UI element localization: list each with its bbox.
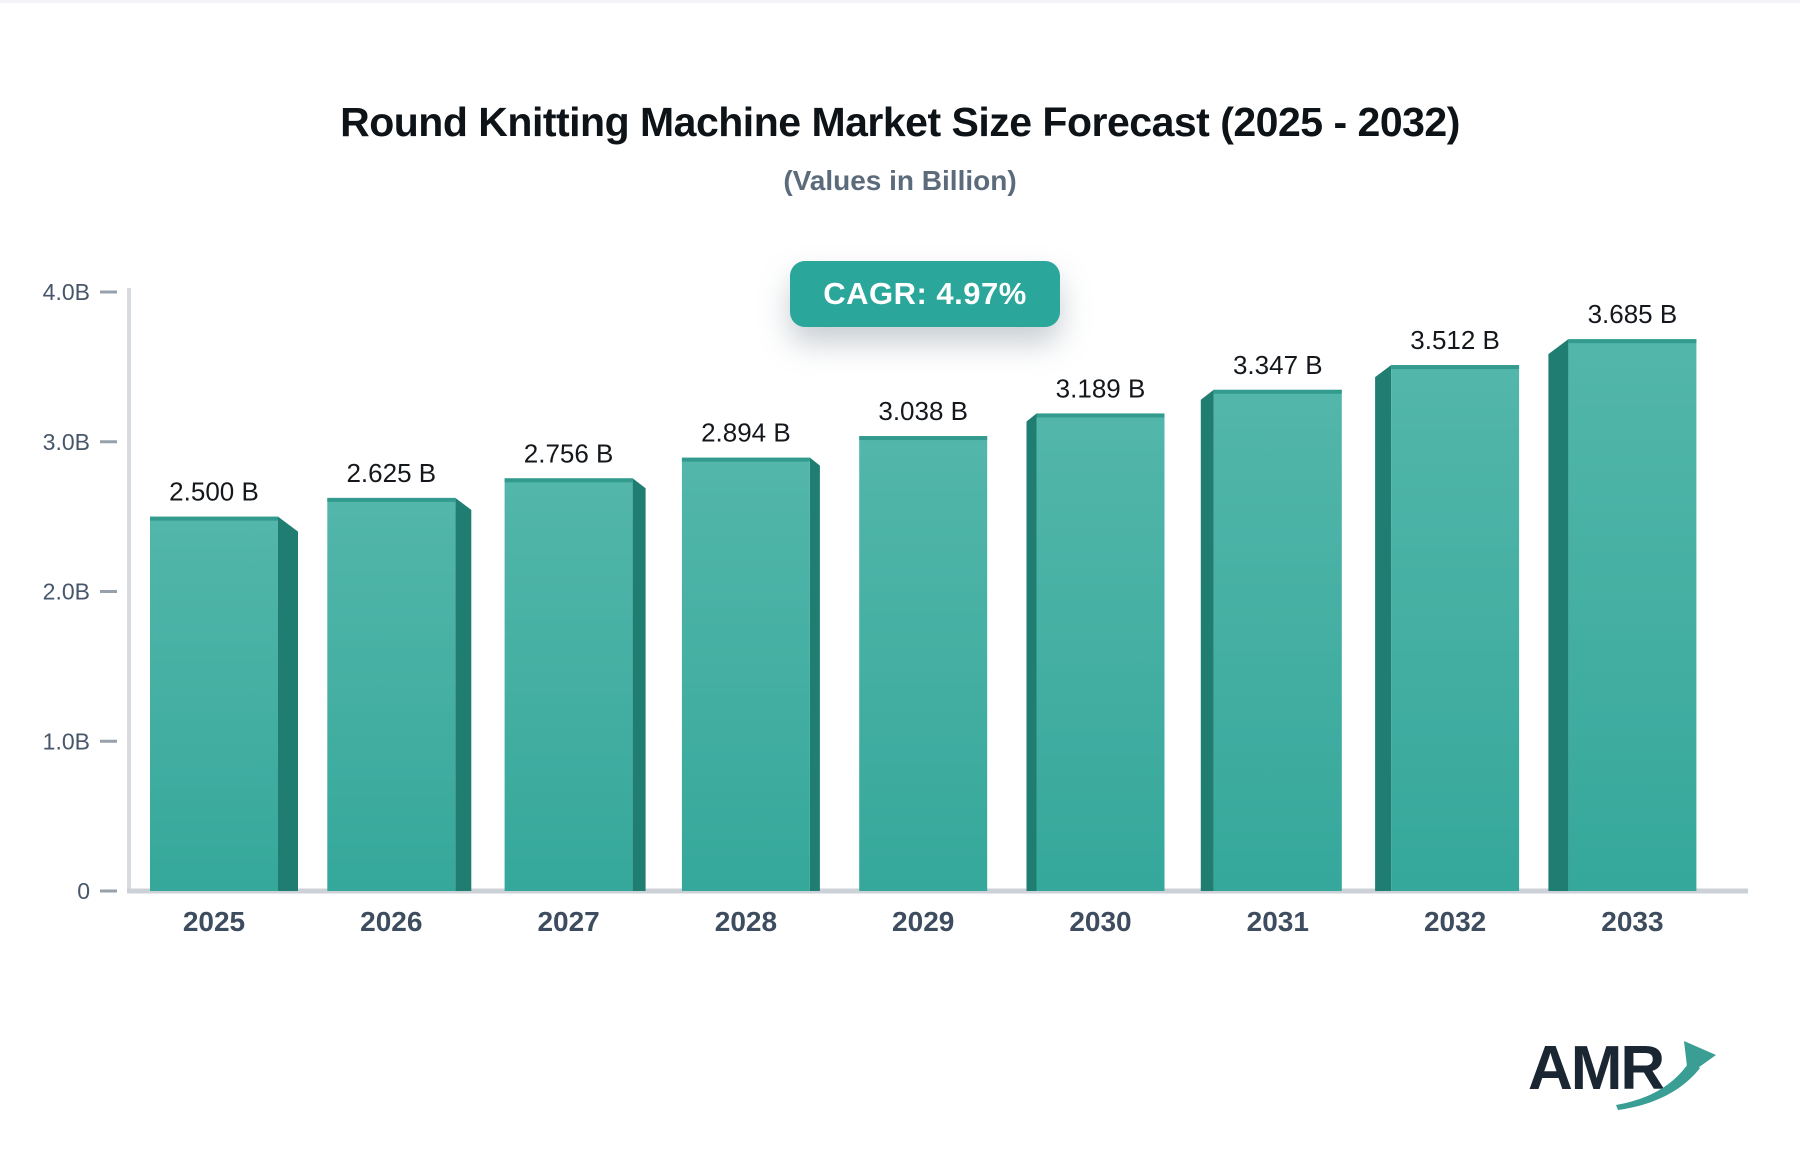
amr-logo: AMR (1528, 1033, 1748, 1143)
bar-top-edge (1391, 365, 1520, 370)
bar-side-face (455, 497, 472, 891)
bar-top-edge (1568, 339, 1697, 344)
chart-subtitle: (Values in Billion) (783, 165, 1017, 196)
y-axis-label: 4.0B (43, 279, 90, 305)
bar-top-edge (150, 516, 278, 521)
x-axis-label: 2030 (1069, 906, 1131, 937)
bar-value-label: 3.189 B (1056, 373, 1146, 403)
bar (1036, 413, 1165, 891)
arrow-head (1684, 1041, 1716, 1075)
bar (1391, 365, 1520, 891)
bar-value-label: 2.894 B (701, 418, 791, 448)
bar-value-label: 3.512 B (1410, 325, 1500, 355)
bar-value-label: 3.347 B (1233, 350, 1323, 380)
x-axis-label: 2031 (1247, 906, 1309, 937)
bar (150, 516, 278, 891)
bar-side-face (1548, 339, 1569, 891)
bar (681, 457, 810, 891)
bar-value-label: 3.038 B (878, 396, 968, 426)
x-axis-label: 2027 (537, 906, 599, 937)
y-axis-label: 0 (77, 878, 90, 904)
y-axis-label: 3.0B (43, 429, 90, 455)
bar-top-edge (681, 457, 810, 462)
bar-group-2026 (327, 497, 472, 891)
bar-value-label: 3.685 B (1588, 299, 1678, 329)
bar-top-edge (504, 478, 633, 483)
bar-value-label: 2.756 B (524, 438, 614, 468)
x-axis-label: 2032 (1424, 906, 1486, 937)
bar-group-2028 (681, 457, 820, 891)
bar-group-2033 (1548, 339, 1697, 891)
x-axis-label: 2025 (183, 906, 245, 937)
bar-top-edge (859, 436, 988, 441)
bar-value-label: 2.500 B (169, 477, 259, 507)
chart-title: Round Knitting Machine Market Size Forec… (340, 99, 1460, 145)
bar-side-face (278, 516, 298, 891)
cagr-badge: CAGR: 4.97% (790, 261, 1060, 327)
bar-top-edge (1036, 413, 1165, 418)
bar-group-2025 (150, 516, 298, 891)
bar-side-face (1200, 389, 1214, 891)
bar-side-face (1375, 365, 1392, 891)
x-axis-label: 2028 (715, 906, 777, 937)
y-axis-label: 2.0B (43, 579, 90, 605)
x-axis-label: 2029 (892, 906, 954, 937)
bar-top-edge (1213, 389, 1342, 394)
growth-arrow-icon (1616, 1041, 1716, 1110)
bar-group-2030 (1026, 413, 1165, 891)
y-axis-label: 1.0B (43, 728, 90, 754)
bar (504, 478, 633, 891)
bar-chart: 0 1.0B 2.0B 3.0B 4.0B 2.500 B 2025 2.625 B 2026 2… (43, 279, 1748, 937)
x-axis-label: 2026 (360, 906, 422, 937)
bar-side-face (1026, 413, 1037, 891)
bar (859, 436, 988, 891)
x-axis-label: 2033 (1601, 906, 1663, 937)
bar (327, 497, 456, 891)
bar-side-face (632, 478, 646, 891)
bar-group-2032 (1375, 365, 1520, 891)
bar-group-2029 (859, 436, 988, 891)
bar-top-edge (327, 497, 456, 502)
cagr-badge-label: CAGR: 4.97% (823, 276, 1027, 311)
bar (1213, 389, 1342, 891)
bar-value-label: 2.625 B (346, 458, 436, 488)
amr-logo-text: AMR (1528, 1034, 1665, 1103)
bar-group-2027 (504, 478, 646, 891)
bar-side-face (809, 457, 820, 891)
bar (1568, 339, 1697, 891)
bar-group-2031 (1200, 389, 1342, 891)
